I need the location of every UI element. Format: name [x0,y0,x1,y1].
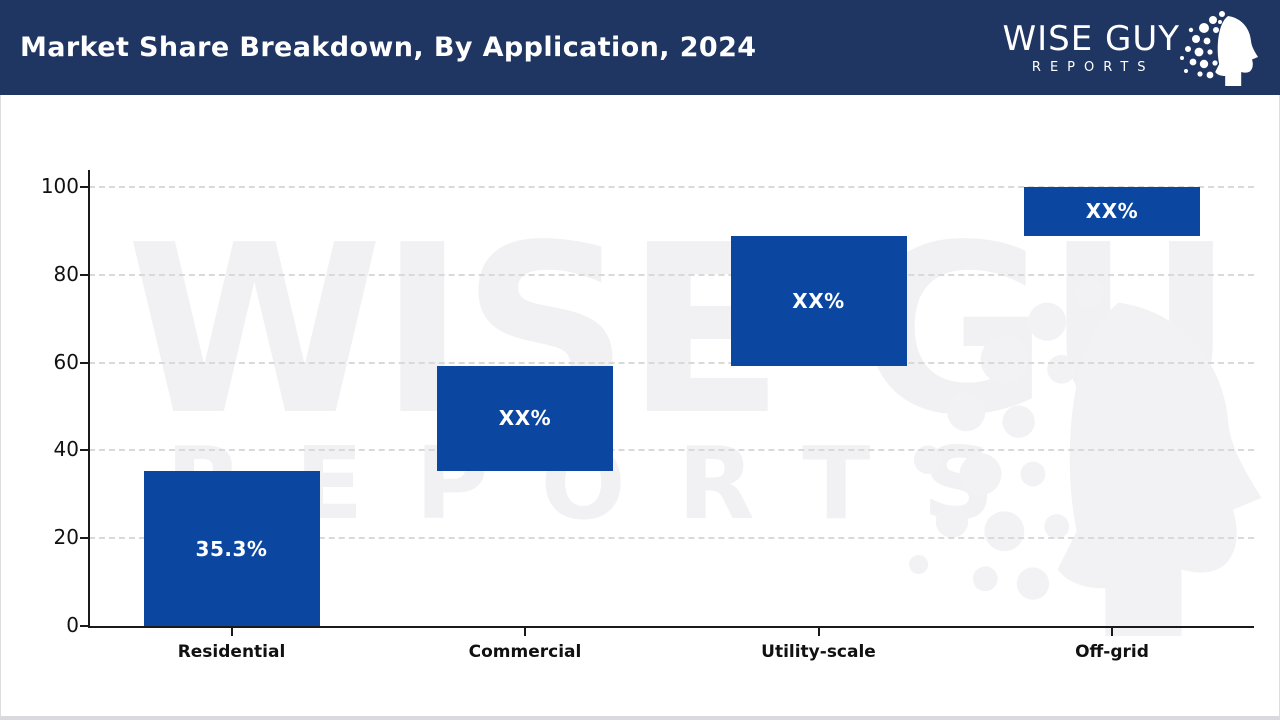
xtick-mark-0 [230,628,233,636]
gridline-y40 [89,449,1254,452]
ytick-mark-0 [80,625,89,627]
gridline-y60 [89,361,1254,364]
ytick-mark-80 [80,273,89,276]
logo-text: WISE GUY REPORTS [1002,22,1180,74]
watermark-head-icon [909,278,1262,636]
chart-title: Market Share Breakdown, By Application, … [20,32,757,63]
ytick-label-20: 20 [53,525,79,550]
xtick-label-3: Off-grid [1075,642,1149,662]
bar-value-label: XX% [792,288,845,313]
logo-subtitle: REPORTS [1031,59,1155,75]
x-axis-line [88,626,1254,628]
bar-value-label: 35.3% [195,536,268,561]
xtick-label-1: Commercial [468,642,582,662]
bar-value-label: XX% [1085,199,1139,224]
ytick-mark-20 [80,537,89,540]
xtick-mark-1 [524,628,526,636]
logo-head-icon [1180,10,1258,86]
ytick-label-40: 40 [53,437,79,462]
xtick-mark-3 [1111,628,1113,636]
bar-utility-scale: XX% [730,235,907,366]
chart-canvas: WISE GU REPORTS 0 20 40 60 80 100 35.3% Residen… [0,95,1280,720]
xtick-mark-2 [817,628,820,636]
header-bar: Market Share Breakdown, By Application, … [0,0,1280,95]
xtick-label-0: Residential [177,642,286,662]
bar-value-label: XX% [498,406,552,431]
ytick-label-60: 60 [53,349,79,374]
gridline-y20 [89,537,1254,540]
bar-off-grid: XX% [1024,187,1200,236]
ytick-mark-40 [80,449,89,452]
bar-commercial: XX% [437,365,613,472]
ytick-mark-100 [80,186,89,188]
gridline-y80 [89,273,1254,276]
ytick-label-0: 0 [66,613,79,637]
bar-residential: 35.3% [143,471,320,626]
gridline-y100 [89,186,1254,188]
xtick-label-2: Utility-scale [761,642,876,662]
wiseguy-logo: WISE GUY REPORTS [1002,8,1260,88]
ytick-label-80: 80 [53,261,79,286]
logo-wordmark: WISE GUY [1002,18,1180,59]
y-axis-line [88,170,90,628]
ytick-mark-60 [80,361,89,364]
ytick-label-100: 100 [40,174,79,198]
